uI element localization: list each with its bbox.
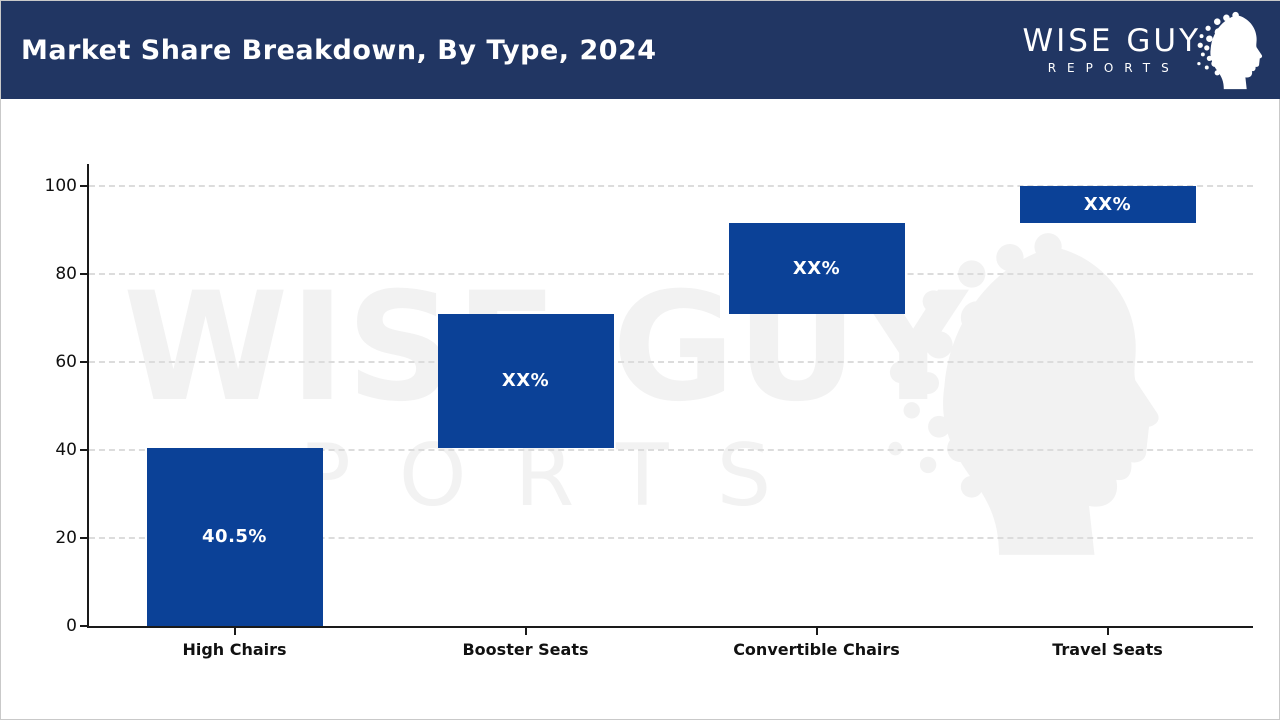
- gridline: [89, 273, 1253, 275]
- y-tick-label: 100: [44, 176, 77, 196]
- y-axis-tick: [80, 361, 89, 363]
- x-axis-tick: [524, 628, 527, 635]
- bar-value-label: 40.5%: [202, 526, 267, 548]
- y-tick-label: 40: [55, 440, 77, 460]
- bar-value-label: XX%: [792, 257, 841, 279]
- page-title: Market Share Breakdown, By Type, 2024: [21, 34, 657, 66]
- x-tick-label: Booster Seats: [462, 640, 589, 659]
- gridline: [89, 185, 1253, 187]
- y-axis-tick: [80, 185, 89, 187]
- brand-text: WISE GUY REPORTS: [1022, 25, 1201, 75]
- brand-head-icon: [1197, 11, 1263, 89]
- y-axis-line: [87, 164, 89, 628]
- x-axis-tick: [1106, 628, 1109, 635]
- watermark-head-icon: [888, 233, 1159, 555]
- bar-value-label: XX%: [1083, 194, 1132, 216]
- y-axis-tick: [80, 273, 89, 275]
- y-axis-tick: [80, 449, 89, 451]
- x-axis-tick: [233, 628, 236, 635]
- bar-value-label: XX%: [501, 370, 550, 392]
- y-tick-label: 0: [66, 616, 77, 636]
- brand-subtitle: REPORTS: [1047, 60, 1180, 75]
- brand-name: WISE GUY: [1022, 23, 1201, 60]
- y-axis-tick: [80, 625, 89, 627]
- brand-logo: WISE GUY REPORTS: [1022, 11, 1267, 90]
- y-tick-label: 20: [55, 528, 77, 548]
- x-axis-tick: [815, 628, 818, 635]
- bar-high-chairs: 40.5%: [146, 447, 323, 626]
- header: Market Share Breakdown, By Type, 2024 WI…: [1, 1, 1280, 99]
- x-axis-line: [87, 626, 1253, 628]
- y-axis-tick: [80, 537, 89, 539]
- x-tick-label: Travel Seats: [1052, 640, 1163, 659]
- bar-convertible-chairs: XX%: [728, 223, 905, 314]
- gridline: [89, 361, 1253, 363]
- gridline: [89, 537, 1253, 539]
- gridline: [89, 449, 1253, 451]
- y-tick-label: 60: [55, 352, 77, 372]
- x-tick-label: Convertible Chairs: [733, 640, 900, 659]
- bar-travel-seats: XX%: [1019, 186, 1196, 224]
- bar-booster-seats: XX%: [437, 313, 614, 448]
- x-tick-label: High Chairs: [182, 640, 287, 659]
- y-tick-label: 80: [55, 264, 77, 284]
